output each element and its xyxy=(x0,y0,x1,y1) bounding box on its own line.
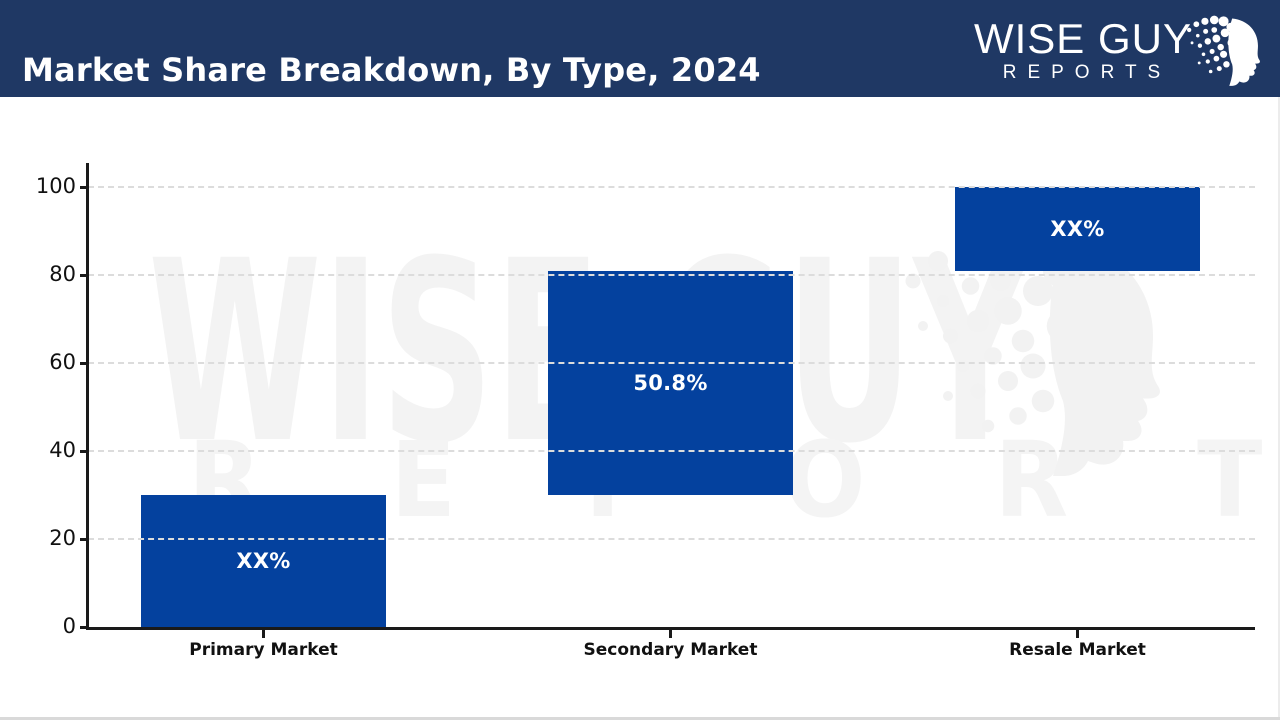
page-title: Market Share Breakdown, By Type, 2024 xyxy=(22,50,761,89)
gridline xyxy=(88,274,1255,276)
bottom-border xyxy=(0,717,1280,720)
gridline xyxy=(88,450,1255,452)
bar-value-label: 50.8% xyxy=(633,371,708,396)
logo-wordmark: WISE GUY xyxy=(973,15,1192,62)
y-tick-label: 100 xyxy=(35,174,76,198)
y-tick-mark xyxy=(80,537,88,541)
y-tick-label: 60 xyxy=(49,350,76,374)
x-tick-label: Primary Market xyxy=(189,640,338,660)
y-tick-label: 20 xyxy=(49,526,76,550)
wiseguy-logo: WISE GUY REPORTS xyxy=(974,6,1268,94)
header: Market Share Breakdown, By Type, 2024 WI… xyxy=(0,0,1280,97)
right-border xyxy=(1278,97,1280,717)
logo-text: WISE GUY REPORTS xyxy=(973,15,1192,83)
x-tick-mark xyxy=(1076,630,1079,638)
bar-value-label: XX% xyxy=(236,549,291,573)
gridline xyxy=(88,538,1255,540)
bar-value-label: XX% xyxy=(1050,217,1105,242)
y-tick-mark xyxy=(80,449,88,453)
logo-subtext: REPORTS xyxy=(1002,62,1172,83)
y-tick-label: 0 xyxy=(62,614,76,638)
bar-secondary-market: 50.8% xyxy=(548,271,793,495)
gridline xyxy=(88,186,1255,188)
x-tick-mark xyxy=(262,630,265,638)
y-tick-label: 80 xyxy=(49,262,76,286)
y-tick-label: 40 xyxy=(49,438,76,462)
gridline xyxy=(88,362,1255,364)
bar-resale-market: XX% xyxy=(955,187,1200,272)
y-axis-line xyxy=(86,163,89,630)
x-tick-label: Resale Market xyxy=(1009,640,1146,660)
x-axis-line xyxy=(86,627,1255,630)
y-tick-mark xyxy=(80,625,88,629)
y-tick-mark xyxy=(80,185,88,189)
bar-primary-market: XX% xyxy=(141,495,386,627)
y-tick-mark xyxy=(80,361,88,365)
x-tick-mark xyxy=(669,630,672,638)
head-silhouette-icon xyxy=(1187,15,1260,86)
x-tick-label: Secondary Market xyxy=(583,640,758,660)
y-tick-mark xyxy=(80,273,88,277)
